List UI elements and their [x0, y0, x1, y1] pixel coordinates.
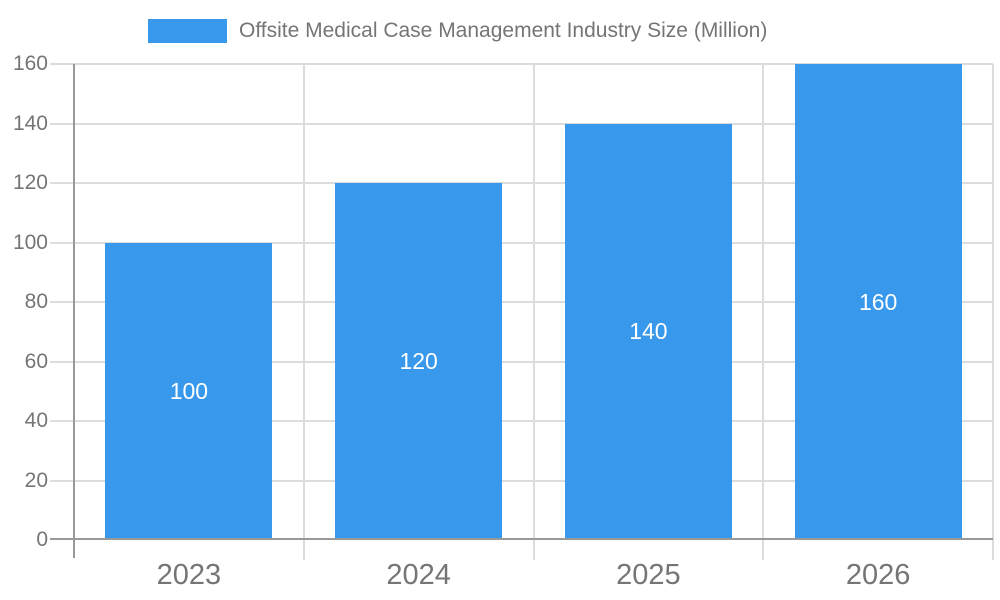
chart-title: Offsite Medical Case Management Industry…: [239, 19, 768, 42]
bar: 120: [335, 183, 503, 540]
y-tick-label: 0: [36, 528, 48, 551]
legend-swatch: [148, 19, 227, 43]
h-gridline: [50, 182, 993, 184]
bar-value-label: 100: [169, 377, 209, 404]
bar-value-label: 120: [399, 348, 438, 374]
bar: 100: [105, 242, 273, 540]
y-tick-label: 100: [12, 230, 48, 254]
h-gridline: [50, 63, 993, 65]
bar-value-label: 160: [858, 288, 898, 315]
v-gridline: [532, 64, 535, 560]
y-tick-label: 20: [24, 468, 48, 492]
y-tick-label: 120: [12, 171, 48, 194]
v-gridline: [992, 64, 994, 560]
bar: 160: [794, 64, 962, 540]
bar: 140: [564, 123, 732, 540]
y-tick-label: 80: [24, 290, 48, 313]
h-gridline: [50, 301, 993, 303]
h-gridline: [50, 241, 993, 244]
chart-legend: Offsite Medical Case Management Industry…: [148, 19, 767, 43]
y-tick-label: 140: [12, 111, 48, 135]
v-gridline: [762, 64, 765, 560]
h-gridline: [50, 360, 993, 363]
x-tick-label: 2024: [386, 559, 451, 591]
y-tick-label: 40: [24, 409, 48, 432]
y-axis-line: [73, 64, 75, 558]
y-tick-label: 160: [12, 52, 48, 75]
x-tick-label: 2025: [616, 559, 681, 591]
y-tick-label: 60: [24, 349, 48, 373]
x-axis-line: [50, 538, 993, 540]
x-tick-label: 2026: [845, 559, 911, 591]
h-gridline: [50, 122, 993, 125]
h-gridline: [50, 420, 993, 422]
v-gridline: [302, 64, 305, 560]
h-gridline: [50, 479, 993, 482]
plot-area: 0 20 40 60 80 100 120 140 160 100 2023 120 2024 140 20…: [13, 52, 994, 591]
x-tick-label: 2023: [156, 559, 222, 591]
bar-value-label: 140: [629, 318, 668, 345]
